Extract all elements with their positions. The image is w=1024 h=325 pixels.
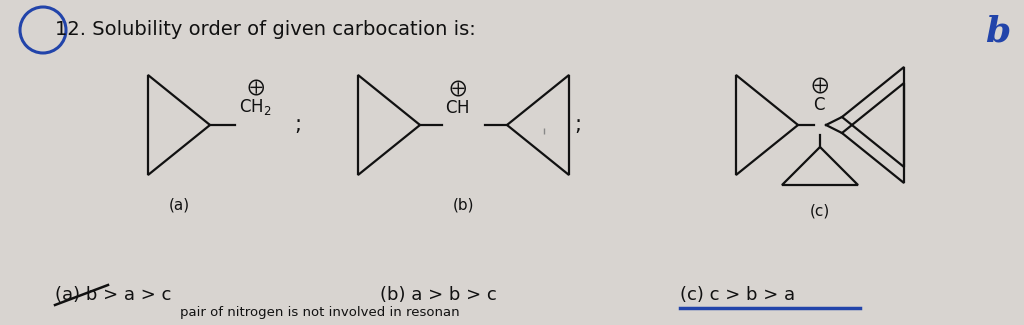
Text: $\overset{\bigoplus}{\mathsf{CH_2}}$: $\overset{\bigoplus}{\mathsf{CH_2}}$ [239,79,271,118]
Text: b: b [985,15,1010,49]
Text: $\overset{\bigoplus}{\mathsf{C}}$: $\overset{\bigoplus}{\mathsf{C}}$ [811,79,829,115]
Text: pair of nitrogen is not involved in resonan: pair of nitrogen is not involved in reso… [180,306,460,319]
Text: (c) c > b > a: (c) c > b > a [680,286,795,304]
Text: ;: ; [574,115,581,135]
Text: (c): (c) [810,203,830,218]
Text: ;: ; [294,115,301,135]
Text: (b) a > b > c: (b) a > b > c [380,286,497,304]
Text: (a): (a) [168,197,189,212]
Text: (b): (b) [453,197,474,212]
Text: 12. Solubility order of given carbocation is:: 12. Solubility order of given carbocatio… [55,20,476,39]
Text: $\overset{\bigoplus}{\mathsf{CH}}$: $\overset{\bigoplus}{\mathsf{CH}}$ [445,82,469,118]
Text: (a) b > a > c: (a) b > a > c [55,286,171,304]
